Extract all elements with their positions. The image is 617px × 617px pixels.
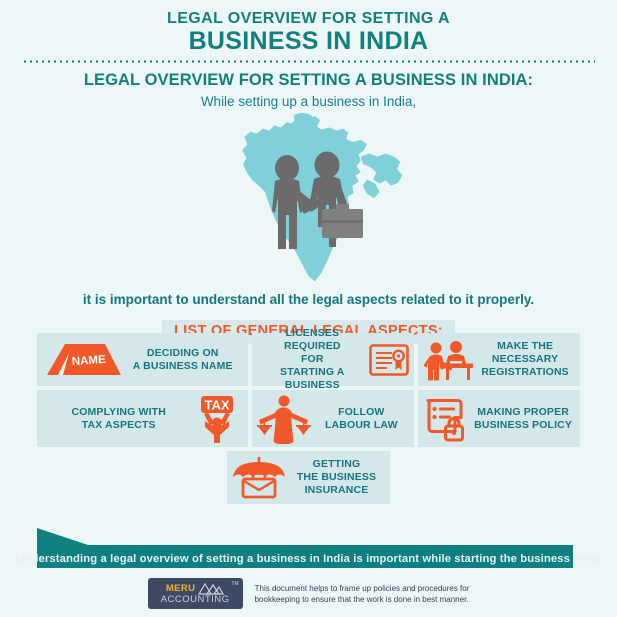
scales-of-justice-icon (256, 394, 312, 444)
card-label: DECIDING ON A BUSINESS NAME (132, 346, 233, 372)
credit-text: This document helps to frame up policies… (254, 583, 470, 604)
mountain-icon (198, 582, 225, 595)
card-deciding-business-name[interactable]: NAME DECIDING ON A BUSINESS NAME (37, 333, 249, 386)
dotted-divider (22, 60, 595, 63)
page-title-line2: BUSINESS IN INDIA (188, 27, 429, 55)
card-follow-labour-law[interactable]: FOLLOW LABOUR LAW (252, 390, 415, 447)
logo-brand-name: MERU (165, 583, 196, 594)
india-map-icon (242, 113, 403, 282)
footer-banner: Understanding a legal overview of settin… (0, 528, 617, 572)
footer-credit: TM MERU ACCOUNTING This document helps t… (0, 578, 617, 609)
card-label: COMPLYING WITH TAX ASPECTS (71, 405, 166, 431)
card-label: GETTING THE BUSINESS INSURANCE (296, 458, 377, 496)
legal-aspects-grid: NAME DECIDING ON A BUSINESS NAME LICENSE… (37, 327, 580, 508)
grid-row-3: GETTING THE BUSINESS INSURANCE (37, 451, 580, 504)
registration-desk-icon (424, 339, 476, 381)
card-getting-business-insurance[interactable]: GETTING THE BUSINESS INSURANCE (227, 451, 390, 504)
header-subtitle: While setting up a business in India, (200, 94, 417, 109)
svg-text:NAME: NAME (71, 353, 106, 367)
card-label: FOLLOW LABOUR LAW (324, 405, 398, 431)
briefcase-icon (322, 204, 363, 238)
grid-row-2: COMPLYING WITH TAX ASPECTS TAX (37, 390, 580, 447)
umbrella-briefcase-icon (231, 455, 287, 501)
logo-subtitle: ACCOUNTING (160, 593, 230, 605)
banner-shape (37, 528, 573, 568)
tagline: it is important to understand all the le… (82, 292, 535, 307)
trademark-symbol: TM (231, 581, 239, 587)
handshake-figures-icon (272, 151, 363, 249)
card-label: MAKE THE NECESSARY REGISTRATIONS (481, 340, 569, 378)
document-lock-icon (424, 396, 472, 442)
card-complying-tax-aspects[interactable]: COMPLYING WITH TAX ASPECTS TAX (37, 390, 249, 447)
name-tent-icon: NAME (45, 342, 123, 378)
hero-illustration (0, 113, 617, 285)
header: LEGAL OVERVIEW FOR SETTING A BUSINESS IN… (0, 0, 617, 111)
card-make-registrations[interactable]: MAKE THE NECESSARY REGISTRATIONS (418, 333, 580, 386)
svg-text:TAX: TAX (205, 397, 230, 412)
card-label: MAKING PROPER BUSINESS POLICY (474, 405, 573, 431)
section-heading: LEGAL OVERVIEW FOR SETTING A BUSINESS IN… (83, 71, 534, 89)
grid-row-1: NAME DECIDING ON A BUSINESS NAME LICENSE… (37, 327, 580, 391)
page-title-line1: LEGAL OVERVIEW FOR SETTING A (167, 10, 450, 27)
tax-sign-icon: TAX (194, 395, 240, 443)
card-licenses-required[interactable]: LICENSES REQUIRED FOR STARTING A BUSINES… (252, 327, 415, 391)
card-making-business-policy[interactable]: MAKING PROPER BUSINESS POLICY (418, 390, 580, 447)
meru-accounting-logo[interactable]: TM MERU ACCOUNTING (147, 578, 243, 609)
logo-top-row: MERU (165, 582, 225, 595)
card-label: LICENSES REQUIRED FOR STARTING A BUSINES… (280, 327, 345, 391)
certificate-icon (368, 341, 410, 379)
